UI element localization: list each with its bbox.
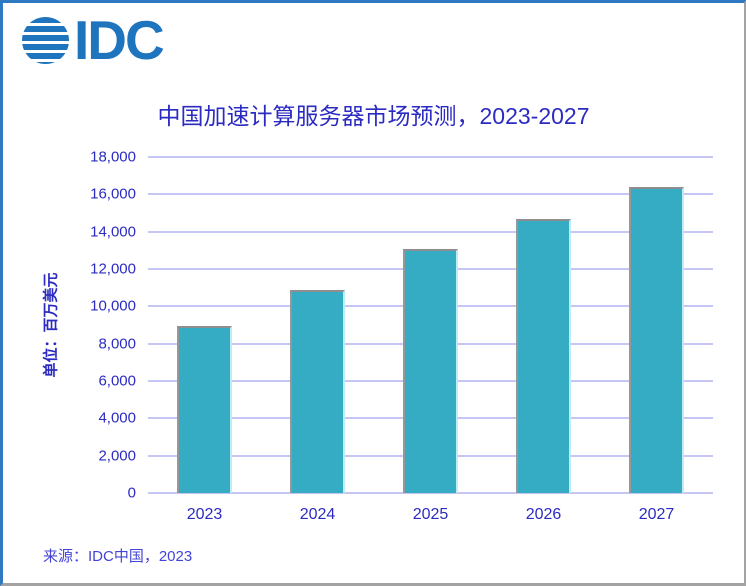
idc-logo: IDC [22,9,165,71]
x-tick-label: 2025 [412,506,449,523]
y-tick-label: 2,000 [98,447,136,465]
gridline [148,230,713,233]
x-tick-label: 2026 [525,506,562,523]
y-axis-labels: 0 2,000 4,000 6,000 8,000 10,000 12,000 14,000 1… [3,149,136,502]
x-tick-label: 2027 [638,506,675,523]
x-tick-label: 2023 [186,506,223,523]
gridline [148,193,713,196]
bar-2025 [403,249,458,493]
y-tick-label: 0 [127,484,136,502]
globe-stripes-icon [22,17,69,64]
source-note: 来源：IDC中国，2023 [43,548,193,565]
chart-title: 中国加速计算服务器市场预测，2023-2027 [157,103,590,129]
y-tick-label: 6,000 [98,372,136,390]
bar-2026 [516,218,571,493]
gridline [148,156,713,158]
y-tick-label: 14,000 [90,223,136,241]
y-tick-label: 18,000 [90,148,136,166]
logo-text: IDC [74,9,165,71]
y-tick-label: 10,000 [90,297,136,315]
bar-2023 [177,325,232,493]
y-tick-label: 8,000 [98,335,136,353]
y-tick-label: 12,000 [90,260,136,278]
gridline [148,492,713,494]
bar-2027 [629,186,684,493]
y-tick-label: 16,000 [90,185,136,203]
x-tick-label: 2024 [299,506,336,523]
y-tick-label: 4,000 [98,409,136,427]
bar-2024 [290,289,345,493]
plot-area [148,156,713,494]
